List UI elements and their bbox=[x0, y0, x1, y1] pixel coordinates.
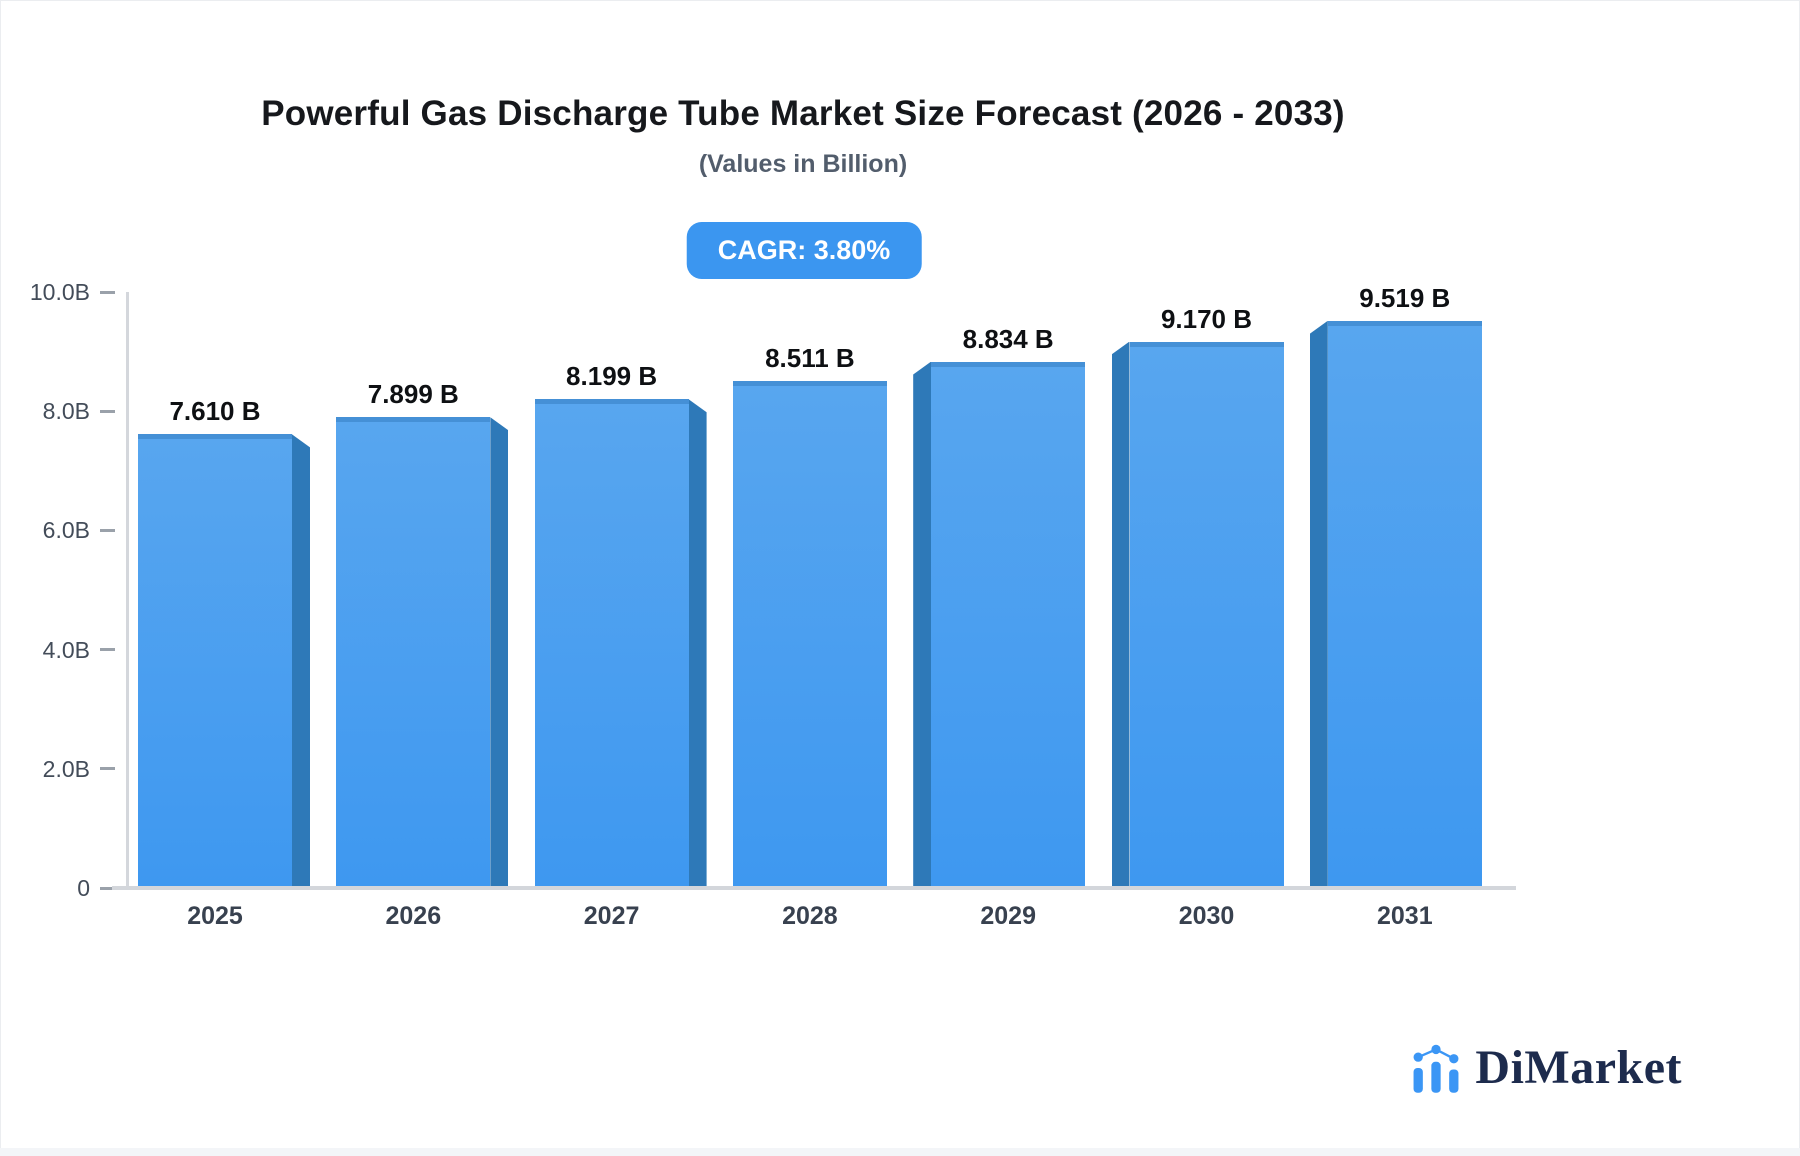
cagr-badge: CAGR: 3.80% bbox=[686, 222, 922, 279]
bar-2026[interactable] bbox=[336, 417, 509, 888]
bar-top-edge bbox=[1327, 320, 1482, 326]
bar-2028[interactable] bbox=[732, 380, 887, 888]
y-axis-tick bbox=[100, 290, 115, 294]
bar-face bbox=[1327, 320, 1482, 888]
y-tick-label: 2.0B bbox=[42, 755, 90, 782]
bar-value-label: 7.899 B bbox=[367, 379, 459, 410]
x-tick-label: 2029 bbox=[980, 902, 1036, 930]
bar-top-edge bbox=[336, 417, 491, 423]
bar-face bbox=[1129, 341, 1284, 888]
bar-top-edge bbox=[931, 361, 1086, 367]
bar-value-label: 9.170 B bbox=[1160, 303, 1253, 334]
mini-bar-chart-icon bbox=[1412, 1043, 1460, 1093]
x-tick-label: 2028 bbox=[782, 902, 838, 930]
x-axis-line bbox=[112, 886, 1516, 890]
bar-3d-side bbox=[292, 434, 310, 888]
bar-top-edge bbox=[534, 399, 689, 405]
bar-value-label: 9.519 B bbox=[1359, 282, 1451, 313]
bar-value-label: 8.511 B bbox=[765, 342, 855, 373]
x-tick-label: 2027 bbox=[583, 902, 640, 930]
bar-face bbox=[732, 380, 887, 888]
bar-top-edge bbox=[732, 380, 887, 386]
bar-2029[interactable] bbox=[913, 361, 1086, 888]
y-axis-tick bbox=[100, 886, 115, 890]
bar-2025[interactable] bbox=[138, 434, 310, 888]
bar-3d-side bbox=[1309, 320, 1328, 888]
y-axis-tick bbox=[100, 648, 115, 652]
y-axis-line bbox=[126, 292, 129, 888]
bar-3d-side bbox=[490, 417, 509, 888]
bar-value-label: 8.834 B bbox=[962, 323, 1054, 354]
bottom-accent-band bbox=[0, 1148, 1800, 1156]
brand-wordmark: DiMarket bbox=[1475, 1041, 1682, 1094]
y-axis-tick bbox=[100, 767, 115, 771]
chart-subtitle: (Values in Billion) bbox=[698, 150, 908, 178]
y-tick-label: 0 bbox=[77, 875, 90, 901]
y-tick-label: 4.0B bbox=[42, 636, 90, 663]
x-tick-label: 2030 bbox=[1178, 902, 1235, 930]
x-tick-label: 2026 bbox=[385, 902, 442, 930]
bar-3d-side bbox=[688, 399, 707, 888]
bar-face bbox=[534, 399, 689, 888]
bar-top-edge bbox=[1129, 341, 1284, 347]
bar-value-label: 7.610 B bbox=[169, 396, 261, 427]
y-axis-tick bbox=[100, 409, 115, 413]
bar-2027[interactable] bbox=[534, 399, 707, 888]
bar-value-label: 8.199 B bbox=[566, 361, 658, 392]
brand-logo: DiMarket bbox=[1412, 1040, 1682, 1095]
y-tick-label: 6.0B bbox=[42, 517, 90, 544]
y-tick-label: 10.0B bbox=[29, 279, 90, 305]
bar-face bbox=[336, 417, 491, 888]
bar-top-edge bbox=[138, 434, 292, 440]
x-tick-label: 2031 bbox=[1376, 902, 1433, 930]
bar-face bbox=[138, 434, 292, 888]
chart-title: Powerful Gas Discharge Tube Market Size … bbox=[261, 94, 1345, 133]
y-tick-label: 8.0B bbox=[42, 398, 90, 425]
bar-3d-side bbox=[913, 361, 932, 888]
bar-face bbox=[931, 361, 1086, 888]
bar-2030[interactable] bbox=[1111, 341, 1284, 888]
x-tick-label: 2025 bbox=[187, 902, 243, 930]
bar-2031[interactable] bbox=[1309, 320, 1482, 888]
y-axis-tick bbox=[100, 528, 115, 532]
bar-3d-side bbox=[1111, 341, 1130, 888]
